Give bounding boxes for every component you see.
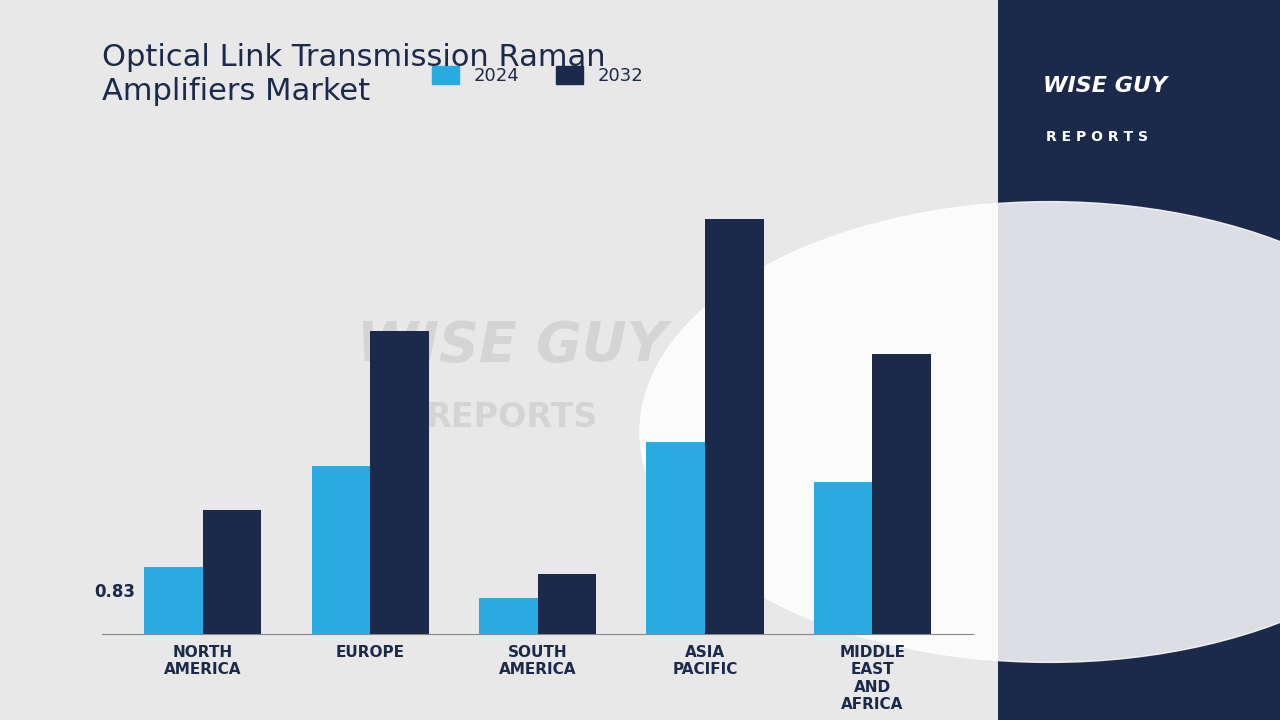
Bar	[814, 482, 873, 634]
Bar	[370, 330, 429, 634]
Legend: 2024, 2032: 2024, 2032	[424, 57, 652, 94]
Circle shape	[640, 202, 1280, 662]
Bar	[311, 466, 370, 634]
Bar	[646, 442, 705, 634]
Text: REPORTS: REPORTS	[426, 401, 598, 434]
Bar	[145, 567, 202, 634]
Bar	[479, 598, 538, 634]
Text: 0.83: 0.83	[95, 583, 136, 601]
Text: WISE GUY: WISE GUY	[357, 318, 667, 373]
Bar	[873, 354, 931, 634]
Text: R E P O R T S: R E P O R T S	[1046, 130, 1148, 144]
Bar	[202, 510, 261, 634]
Text: Optical Link Transmission Raman
Amplifiers Market: Optical Link Transmission Raman Amplifie…	[102, 43, 605, 106]
Text: WISE GUY: WISE GUY	[1043, 76, 1167, 96]
Bar	[538, 574, 596, 634]
Bar	[705, 219, 764, 634]
